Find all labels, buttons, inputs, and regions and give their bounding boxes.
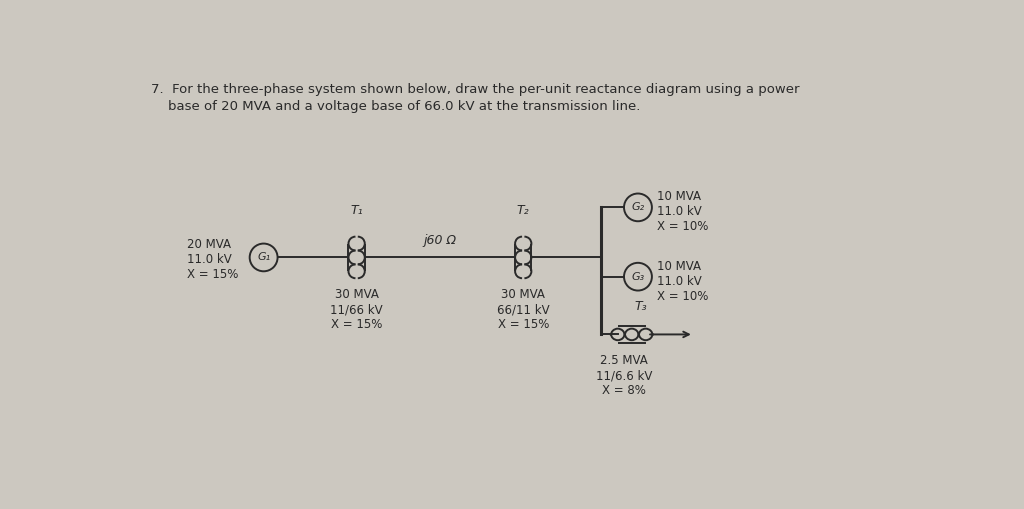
Text: 30 MVA
11/66 kV
X = 15%: 30 MVA 11/66 kV X = 15% [331,288,383,331]
Text: 10 MVA
11.0 kV
X = 10%: 10 MVA 11.0 kV X = 10% [656,260,708,303]
Text: 2.5 MVA
11/6.6 kV
X = 8%: 2.5 MVA 11/6.6 kV X = 8% [596,354,652,398]
Text: T₃: T₃ [635,300,647,313]
Text: 20 MVA
11.0 kV
X = 15%: 20 MVA 11.0 kV X = 15% [187,238,239,281]
Text: T₁: T₁ [350,205,362,217]
Text: 10 MVA
11.0 kV
X = 10%: 10 MVA 11.0 kV X = 10% [656,190,708,234]
Text: T₂: T₂ [517,205,529,217]
Text: 7.  For the three-phase system shown below, draw the per-unit reactance diagram : 7. For the three-phase system shown belo… [152,82,800,96]
Text: base of 20 MVA and a voltage base of 66.0 kV at the transmission line.: base of 20 MVA and a voltage base of 66.… [152,100,641,112]
Text: G₃: G₃ [632,272,644,281]
Text: G₁: G₁ [257,252,270,263]
Text: 30 MVA
66/11 kV
X = 15%: 30 MVA 66/11 kV X = 15% [497,288,550,331]
Text: j60 Ω: j60 Ω [424,234,457,247]
Text: G₂: G₂ [632,203,644,212]
